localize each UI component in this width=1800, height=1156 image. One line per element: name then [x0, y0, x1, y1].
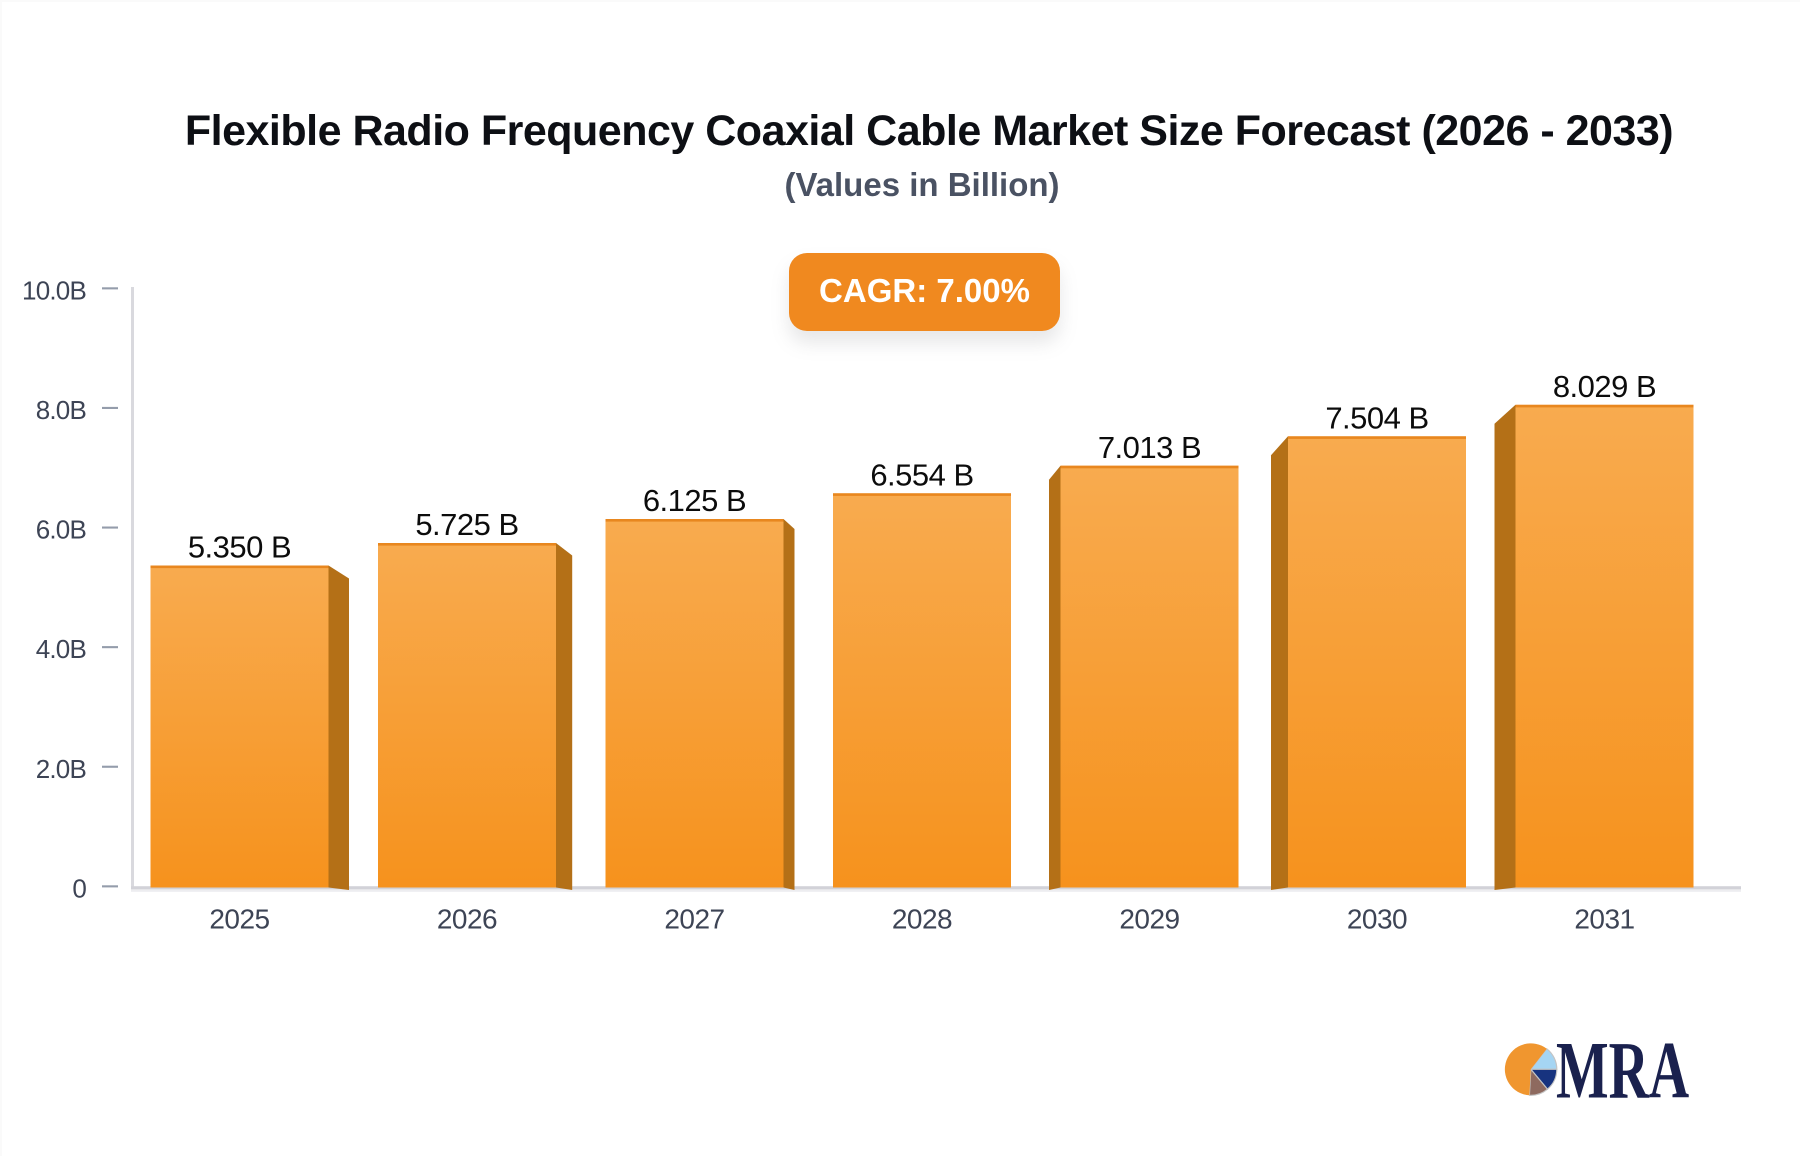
svg-text:2030: 2030: [1347, 904, 1407, 935]
svg-text:2028: 2028: [892, 904, 952, 935]
svg-text:0: 0: [72, 873, 86, 903]
svg-text:MRA: MRA: [1556, 1026, 1689, 1116]
svg-text:10.0B: 10.0B: [22, 275, 86, 305]
svg-text:6.0B: 6.0B: [36, 515, 86, 545]
svg-text:7.504 B: 7.504 B: [1325, 401, 1428, 436]
svg-text:8.0B: 8.0B: [36, 395, 86, 425]
svg-text:6.554 B: 6.554 B: [870, 458, 973, 493]
svg-text:2031: 2031: [1574, 904, 1634, 935]
svg-text:2.0B: 2.0B: [36, 754, 86, 784]
svg-text:5.725 B: 5.725 B: [415, 507, 518, 542]
svg-text:4.0B: 4.0B: [36, 634, 86, 664]
svg-text:8.029 B: 8.029 B: [1553, 369, 1656, 404]
svg-text:2027: 2027: [664, 904, 724, 935]
svg-text:7.013 B: 7.013 B: [1098, 430, 1201, 465]
svg-text:2025: 2025: [209, 904, 269, 935]
svg-text:2029: 2029: [1119, 904, 1179, 935]
svg-text:5.350 B: 5.350 B: [188, 530, 291, 565]
svg-text:6.125 B: 6.125 B: [643, 483, 746, 518]
svg-text:2026: 2026: [437, 904, 497, 935]
